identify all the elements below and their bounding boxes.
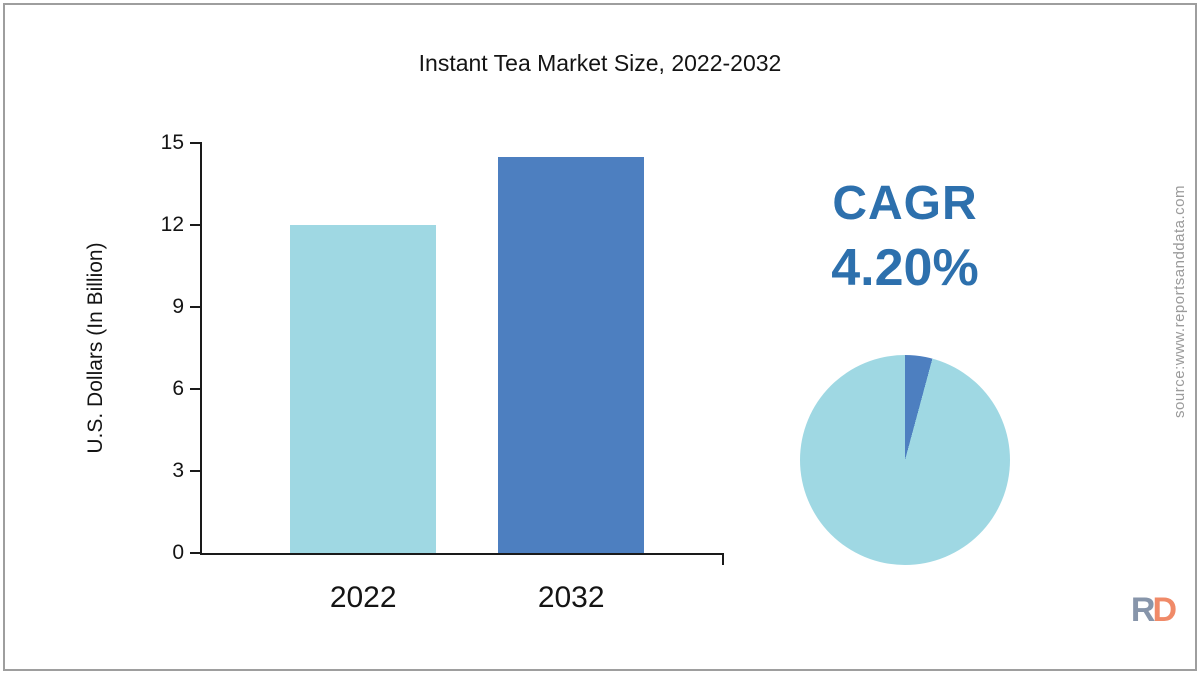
- x-axis-end-tick: [722, 553, 724, 565]
- y-tick-label: 15: [160, 131, 184, 154]
- y-tick-mark: [190, 224, 202, 226]
- logo: RD: [1130, 591, 1177, 630]
- y-tick-label: 9: [172, 295, 184, 318]
- cagr-annotation: CAGR 4.20%: [790, 177, 1020, 297]
- y-tick-mark: [190, 142, 202, 144]
- cagr-value: 4.20%: [831, 239, 979, 297]
- x-tick-label: 2032: [537, 581, 605, 614]
- x-tick-label: 2022: [329, 581, 397, 614]
- pie-chart: [800, 355, 1010, 565]
- y-tick-mark: [190, 306, 202, 308]
- y-tick-mark: [190, 552, 202, 554]
- y-tick-label: 0: [172, 541, 184, 564]
- logo-letter-r: R: [1130, 591, 1156, 629]
- y-tick-mark: [190, 388, 202, 390]
- y-tick-label: 3: [172, 459, 184, 482]
- y-axis-label: U.S. Dollars (In Billion): [84, 242, 107, 454]
- y-tick-label: 6: [172, 377, 184, 400]
- logo-letter-d: D: [1152, 591, 1177, 629]
- bar-2032: [498, 156, 645, 553]
- y-tick-label: 12: [160, 213, 184, 236]
- y-tick-mark: [190, 470, 202, 472]
- cagr-label: CAGR: [832, 177, 978, 230]
- plot-area: 0 3 6 9 12 15 2022 2032: [161, 131, 724, 614]
- source-note: source:www.reportsanddata.com: [1171, 185, 1188, 418]
- chart-title: Instant Tea Market Size, 2022-2032: [418, 50, 782, 76]
- bar-2022: [290, 225, 437, 553]
